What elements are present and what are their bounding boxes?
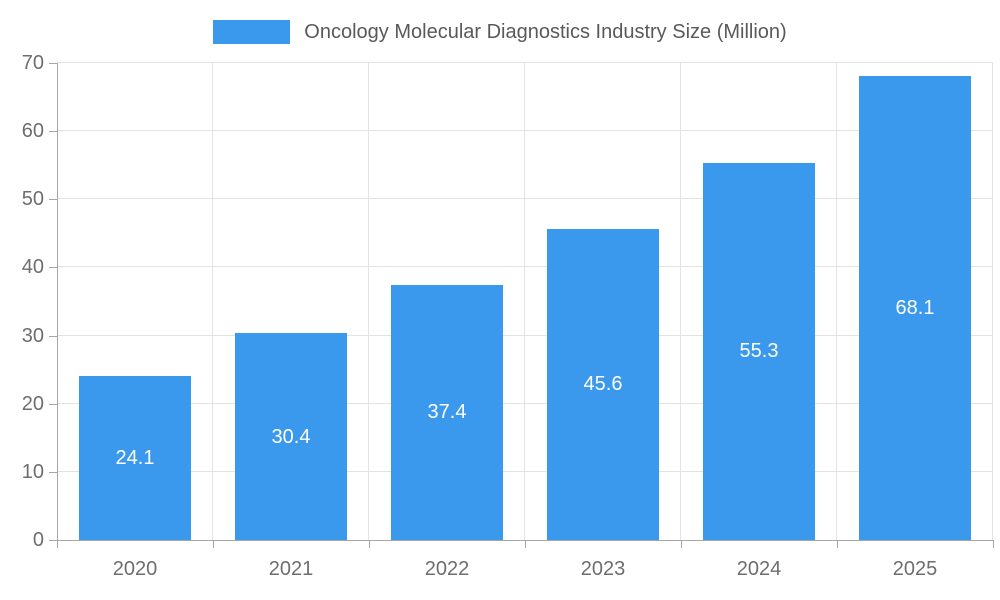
bar-value-label-2022: 37.4 xyxy=(427,401,467,423)
gridline-y-50 xyxy=(57,198,993,200)
bar-2021[interactable]: 30.4 xyxy=(235,333,347,540)
x-tick-1 xyxy=(213,540,214,548)
bar-2022[interactable]: 37.4 xyxy=(391,285,503,540)
gridline-x-boundary-2 xyxy=(368,63,369,540)
y-tick-label-10: 10 xyxy=(21,461,44,483)
y-tick-40 xyxy=(49,267,57,268)
x-tick-5 xyxy=(837,540,838,548)
gridline-y-40 xyxy=(57,266,993,268)
x-tick-label-2021: 2021 xyxy=(268,558,314,580)
bar-value-label-2023: 45.6 xyxy=(583,373,623,395)
x-tick-label-2022: 2022 xyxy=(424,558,470,580)
y-tick-20 xyxy=(49,404,57,405)
x-tick-6 xyxy=(993,540,994,548)
y-tick-30 xyxy=(49,336,57,337)
y-tick-label-70: 70 xyxy=(21,52,44,74)
gridline-y-70 xyxy=(57,62,993,63)
gridline-x-boundary-6 xyxy=(992,63,993,540)
gridline-x-boundary-1 xyxy=(212,63,213,540)
legend-label: Oncology Molecular Diagnostics Industry … xyxy=(304,20,787,43)
plot-area: 24.1 30.4 37.4 45.6 55.3 68.1 xyxy=(57,62,993,540)
bar-2020[interactable]: 24.1 xyxy=(79,376,191,540)
x-tick-3 xyxy=(525,540,526,548)
y-tick-70 xyxy=(49,63,57,64)
y-tick-60 xyxy=(49,131,57,132)
x-tick-label-2024: 2024 xyxy=(736,558,782,580)
bar-value-label-2024: 55.3 xyxy=(739,340,779,362)
chart-legend[interactable]: Oncology Molecular Diagnostics Industry … xyxy=(0,17,1000,47)
x-tick-4 xyxy=(681,540,682,548)
bar-value-label-2025: 68.1 xyxy=(895,297,935,319)
gridline-x-boundary-4 xyxy=(680,63,681,540)
gridline-y-30 xyxy=(57,334,993,336)
y-tick-label-40: 40 xyxy=(21,256,44,278)
gridline-x-boundary-5 xyxy=(836,63,837,540)
bar-value-label-2021: 30.4 xyxy=(271,426,311,448)
gridline-y-10 xyxy=(57,470,993,472)
y-tick-label-20: 20 xyxy=(21,393,44,415)
y-axis-line xyxy=(57,63,58,548)
gridline-y-60 xyxy=(57,130,993,132)
y-tick-0 xyxy=(49,540,57,541)
y-tick-label-0: 0 xyxy=(32,529,44,551)
bar-2025[interactable]: 68.1 xyxy=(859,76,971,540)
y-tick-label-60: 60 xyxy=(21,120,44,142)
y-tick-label-30: 30 xyxy=(21,325,44,347)
x-tick-label-2023: 2023 xyxy=(580,558,626,580)
gridline-y-20 xyxy=(57,402,993,404)
bar-value-label-2020: 24.1 xyxy=(115,447,155,469)
legend-swatch xyxy=(213,20,291,44)
gridline-x-boundary-3 xyxy=(524,63,525,540)
x-tick-label-2025: 2025 xyxy=(892,558,938,580)
bar-2023[interactable]: 45.6 xyxy=(547,229,659,540)
y-tick-label-50: 50 xyxy=(21,188,44,210)
x-tick-label-2020: 2020 xyxy=(112,558,158,580)
bar-2024[interactable]: 55.3 xyxy=(703,163,815,540)
y-tick-50 xyxy=(49,199,57,200)
x-tick-0 xyxy=(57,540,58,548)
y-tick-10 xyxy=(49,472,57,473)
x-tick-2 xyxy=(369,540,370,548)
